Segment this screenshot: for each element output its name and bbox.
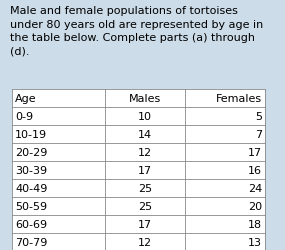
Text: 12: 12 (138, 237, 152, 247)
Text: 30-39: 30-39 (15, 165, 47, 175)
Text: 16: 16 (248, 165, 262, 175)
Bar (12, 90, 265, 250)
Text: 24: 24 (248, 183, 262, 193)
Text: 18: 18 (248, 219, 262, 229)
Text: Males: Males (129, 94, 161, 104)
Text: 20: 20 (248, 201, 262, 211)
Text: 60-69: 60-69 (15, 219, 47, 229)
Text: 17: 17 (138, 165, 152, 175)
Text: 12: 12 (138, 148, 152, 157)
Text: 70-79: 70-79 (15, 237, 47, 247)
Text: 20-29: 20-29 (15, 148, 47, 157)
Text: 10-19: 10-19 (15, 130, 47, 140)
Text: 14: 14 (138, 130, 152, 140)
Text: 50-59: 50-59 (15, 201, 47, 211)
Text: 25: 25 (138, 201, 152, 211)
Text: 17: 17 (248, 148, 262, 157)
Text: Age: Age (15, 94, 37, 104)
Text: Male and female populations of tortoises
under 80 years old are represented by a: Male and female populations of tortoises… (10, 6, 263, 56)
Text: 10: 10 (138, 112, 152, 122)
Text: 40-49: 40-49 (15, 183, 47, 193)
Text: 5: 5 (255, 112, 262, 122)
Text: 13: 13 (248, 237, 262, 247)
Text: 7: 7 (255, 130, 262, 140)
Text: 17: 17 (138, 219, 152, 229)
Text: Females: Females (216, 94, 262, 104)
Text: 0-9: 0-9 (15, 112, 33, 122)
Text: 25: 25 (138, 183, 152, 193)
